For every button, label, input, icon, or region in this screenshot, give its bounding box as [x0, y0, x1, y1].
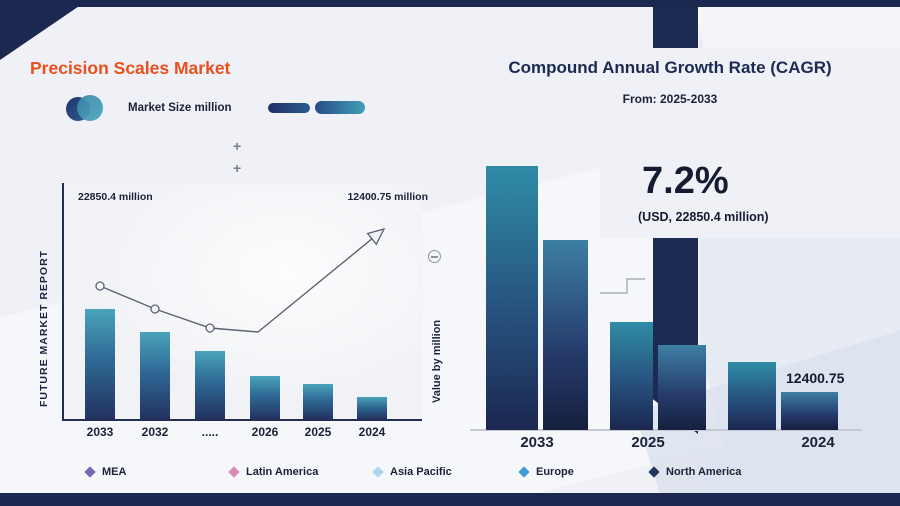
legend-label-north-america: North America	[666, 466, 742, 478]
plus-decor-icon: +	[233, 160, 242, 176]
trend-line-arrow	[95, 227, 386, 333]
cagr-subtitle: From: 2025-2033	[622, 92, 718, 106]
cagr-caption: (USD, 22850.4 million)	[638, 210, 769, 224]
legend-item-europe: Europe	[518, 466, 574, 478]
step-line-decor	[600, 278, 645, 294]
circle-dash-decor-icon	[428, 250, 441, 263]
cagr-baseline	[470, 429, 862, 431]
cagr-bar-2024-secondary	[781, 392, 838, 430]
cagr-bar-2033-secondary	[543, 240, 588, 430]
dash-decor	[431, 256, 438, 258]
left-chart-title: Precision Scales Market	[30, 58, 231, 78]
bar-intermediate	[195, 351, 225, 419]
legend-item-latin-america: Latin America	[228, 466, 319, 478]
legend-label-asia-pacific: Asia Pacific	[390, 466, 452, 478]
market-size-icon	[66, 94, 106, 124]
annotation-2024-value: 12400.75 million	[347, 191, 428, 203]
latin-america-diamond-icon	[228, 466, 240, 478]
legend-label-europe: Europe	[536, 466, 574, 478]
market-size-legend-label: Market Size million	[128, 102, 232, 114]
x-label-dots: .....	[201, 425, 219, 439]
bottom-border-bar	[0, 493, 900, 506]
legend-item-asia-pacific: Asia Pacific	[372, 466, 452, 478]
cagr-x-label-2025: 2025	[631, 434, 665, 451]
pill-decor-left	[268, 103, 310, 113]
x-label-2032: 2032	[141, 425, 169, 439]
annotation-2033-value: 22850.4 million	[78, 191, 153, 203]
x-axis-line	[62, 419, 422, 421]
bar-2033	[85, 309, 115, 419]
cagr-bar-2025-secondary	[658, 345, 706, 430]
legend-label-latin-america: Latin America	[246, 466, 319, 478]
top-border-bar	[0, 0, 900, 7]
legend-item-mea: MEA	[84, 466, 127, 478]
x-label-2025: 2025	[304, 425, 332, 439]
future-market-report-label: FUTURE MARKET REPORT	[38, 249, 50, 407]
bar-2024	[357, 397, 387, 419]
band-cover-decor	[600, 48, 900, 238]
cagr-2024-value-label: 12400.75	[786, 370, 845, 386]
cagr-x-label-2033: 2033	[520, 434, 554, 451]
market-size-chart: 22850.4 million 12400.75 million	[62, 183, 428, 421]
x-label-2024: 2024	[358, 425, 386, 439]
y-axis-line	[62, 183, 64, 421]
bar-2025	[303, 384, 333, 419]
bar-2026	[250, 376, 280, 419]
legend-label-mea: MEA	[102, 466, 127, 478]
asia-pacific-diamond-icon	[372, 466, 384, 478]
x-label-2033: 2033	[86, 425, 114, 439]
corner-triangle-decor	[0, 0, 88, 60]
x-axis-labels: 2033 2032 ..... 2026 2025 2024	[62, 425, 422, 441]
north-america-diamond-icon	[648, 466, 660, 478]
cagr-x-label-2024: 2024	[801, 434, 835, 451]
cagr-value: 7.2%	[642, 160, 729, 202]
value-axis-label: Value by million	[431, 319, 443, 403]
europe-diamond-icon	[518, 466, 530, 478]
bar-2032	[140, 332, 170, 419]
cagr-bar-2033-primary	[486, 166, 538, 430]
x-label-2026: 2026	[251, 425, 279, 439]
mea-diamond-icon	[84, 466, 96, 478]
icon-circle-teal	[77, 95, 103, 121]
plus-decor-icon: +	[233, 138, 242, 154]
cagr-bar-2024-primary	[728, 362, 776, 430]
legend-item-north-america: North America	[648, 466, 742, 478]
cagr-bar-2025-primary	[610, 322, 653, 430]
pill-decor-right	[315, 101, 365, 114]
cagr-title: Compound Annual Growth Rate (CAGR)	[508, 58, 832, 77]
region-legend: MEA Latin America Asia Pacific Europe No…	[0, 466, 900, 486]
